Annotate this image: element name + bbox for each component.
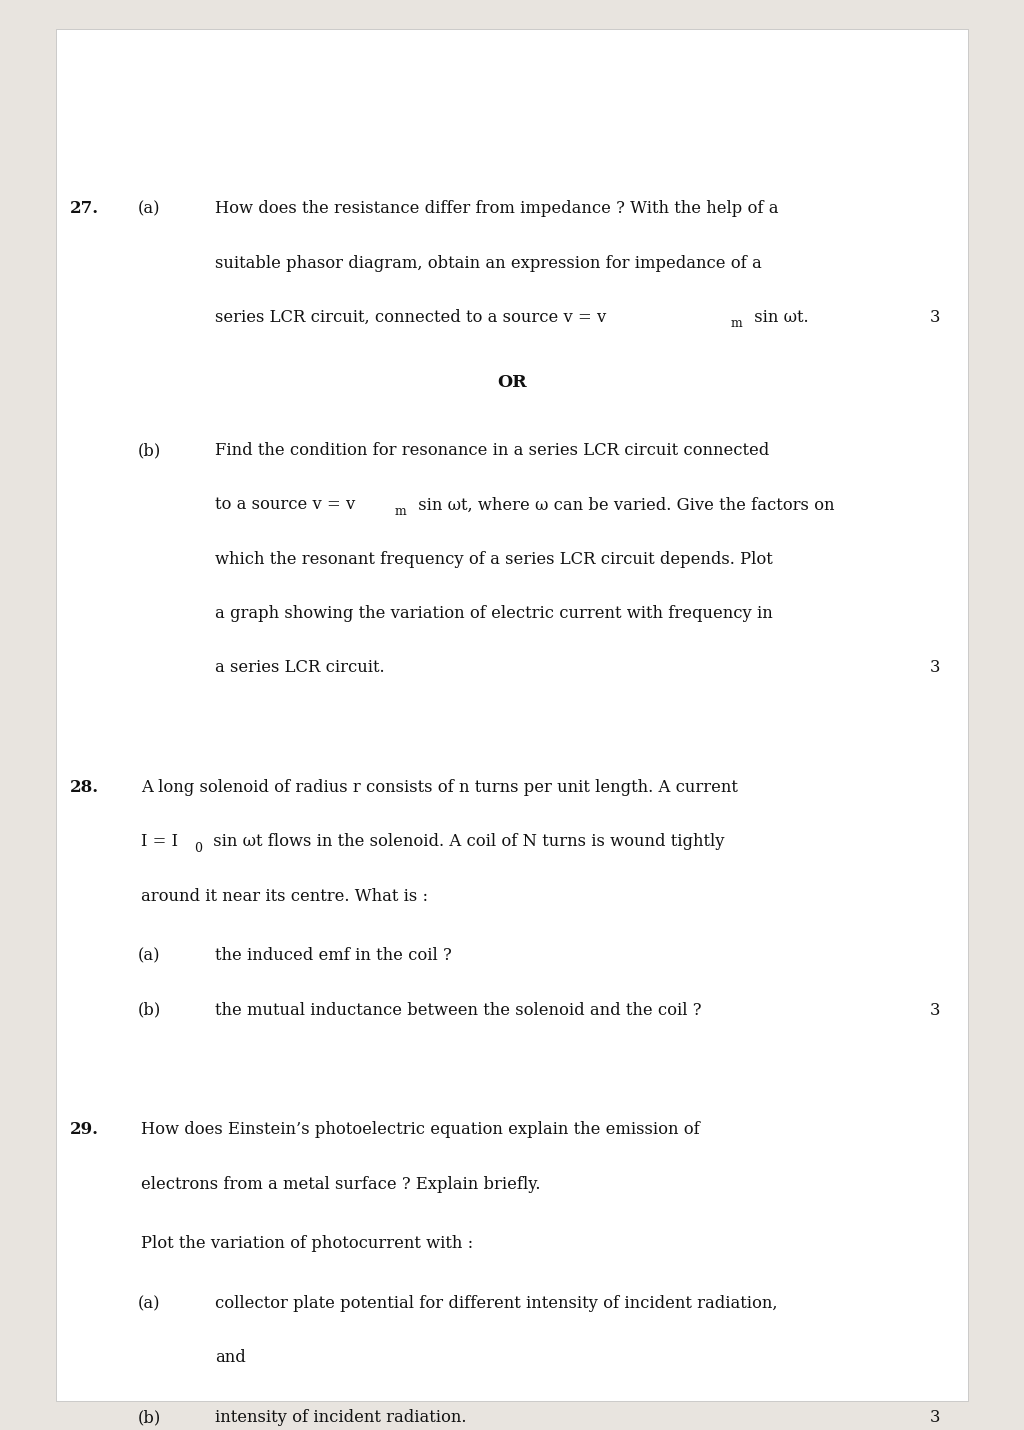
Text: 0: 0 [195,842,203,855]
Text: electrons from a metal surface ? Explain briefly.: electrons from a metal surface ? Explain… [141,1175,541,1193]
Text: m: m [730,317,741,330]
Text: 3: 3 [930,309,940,326]
Text: the mutual inductance between the solenoid and the coil ?: the mutual inductance between the soleno… [215,1002,701,1018]
Text: m: m [394,505,406,518]
Text: I = I: I = I [141,834,178,851]
Text: to a source v = v: to a source v = v [215,496,355,513]
Text: series LCR circuit, connected to a source v = v: series LCR circuit, connected to a sourc… [215,309,606,326]
Text: Plot the variation of photocurrent with :: Plot the variation of photocurrent with … [141,1236,473,1253]
Text: How does the resistance differ from impedance ? With the help of a: How does the resistance differ from impe… [215,200,778,217]
Text: intensity of incident radiation.: intensity of incident radiation. [215,1410,467,1426]
Text: 3: 3 [930,1410,940,1426]
Text: 3: 3 [930,659,940,676]
Text: (a): (a) [138,948,161,964]
Text: sin ωt flows in the solenoid. A coil of N turns is wound tightly: sin ωt flows in the solenoid. A coil of … [208,834,724,851]
Text: 3: 3 [930,1002,940,1018]
FancyBboxPatch shape [56,29,968,1401]
Text: (a): (a) [138,1296,161,1313]
Text: (b): (b) [138,1002,162,1018]
Text: Find the condition for resonance in a series LCR circuit connected: Find the condition for resonance in a se… [215,442,769,459]
Text: A long solenoid of radius r consists of n turns per unit length. A current: A long solenoid of radius r consists of … [141,779,738,797]
Text: suitable phasor diagram, obtain an expression for impedance of a: suitable phasor diagram, obtain an expre… [215,255,762,272]
Text: and: and [215,1350,246,1367]
Text: (a): (a) [138,200,161,217]
Text: How does Einstein’s photoelectric equation explain the emission of: How does Einstein’s photoelectric equati… [141,1121,700,1138]
Text: a graph showing the variation of electric current with frequency in: a graph showing the variation of electri… [215,605,773,622]
Text: (b): (b) [138,442,162,459]
Text: which the resonant frequency of a series LCR circuit depends. Plot: which the resonant frequency of a series… [215,551,773,568]
Text: a series LCR circuit.: a series LCR circuit. [215,659,385,676]
Text: around it near its centre. What is :: around it near its centre. What is : [141,888,428,905]
Text: the induced emf in the coil ?: the induced emf in the coil ? [215,948,452,964]
Text: sin ωt, where ω can be varied. Give the factors on: sin ωt, where ω can be varied. Give the … [413,496,835,513]
Text: collector plate potential for different intensity of incident radiation,: collector plate potential for different … [215,1296,777,1313]
Text: (b): (b) [138,1410,162,1426]
Text: sin ωt.: sin ωt. [749,309,808,326]
Text: 29.: 29. [70,1121,98,1138]
Text: OR: OR [498,375,526,390]
Text: 27.: 27. [70,200,98,217]
Text: 28.: 28. [70,779,98,797]
